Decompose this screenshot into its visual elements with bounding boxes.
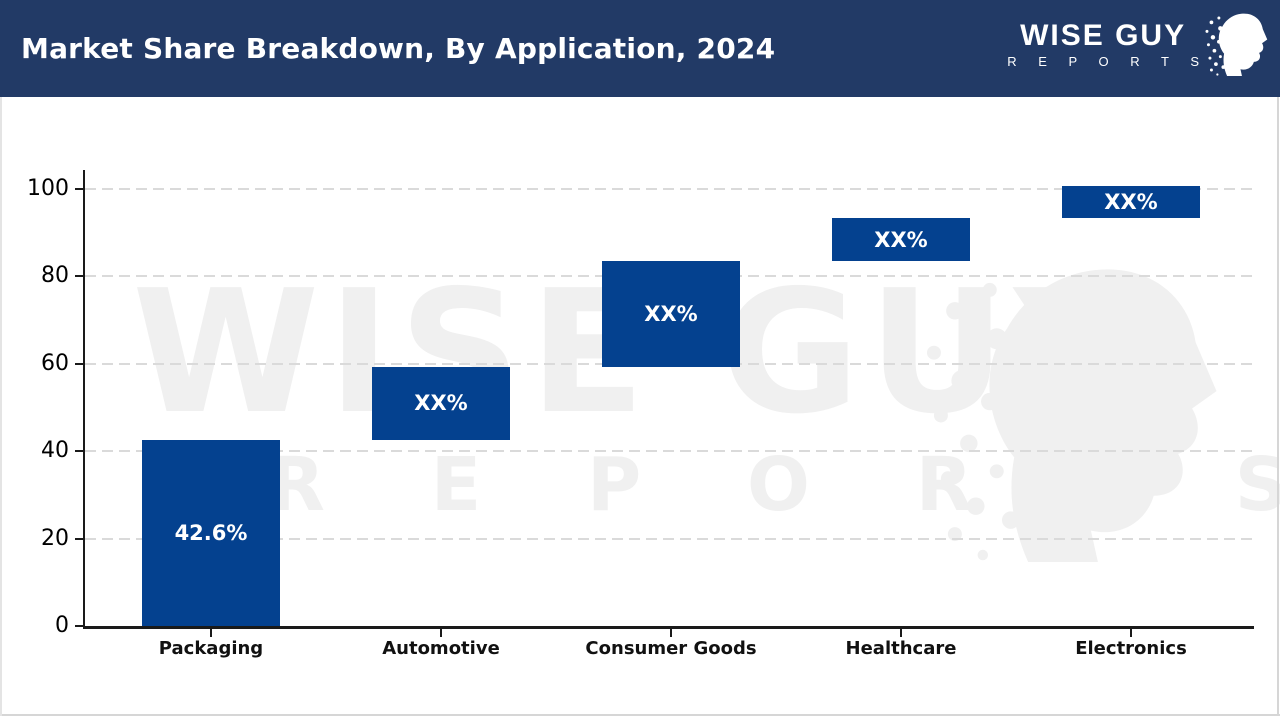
bar-value-label: XX%: [1104, 190, 1158, 215]
bar-electronics: XX%: [1062, 185, 1200, 219]
y-tick-label: 0: [55, 613, 69, 638]
logo-face-icon: [1205, 13, 1268, 76]
bar-packaging: 42.6%: [142, 439, 280, 626]
logo-subtext: R E P O R T S: [1007, 54, 1208, 69]
y-tick-label: 60: [41, 350, 69, 376]
bar-value-label: XX%: [874, 227, 928, 252]
bar-value-label: 42.6%: [174, 520, 248, 545]
page-title: Market Share Breakdown, By Application, …: [21, 32, 776, 65]
page-border-bottom: [0, 714, 1280, 716]
bar-consumer-goods: XX%: [602, 261, 740, 367]
page-border-right: [1277, 97, 1279, 716]
y-axis-tick: [75, 187, 84, 190]
x-tick-label: Automotive: [382, 638, 500, 659]
bar-value-label: XX%: [644, 302, 698, 327]
x-tick-label: Consumer Goods: [585, 638, 757, 659]
x-axis-line: [83, 626, 1254, 629]
y-axis-tick: [75, 362, 84, 365]
x-tick-label: Packaging: [158, 638, 264, 659]
wise-guy-logo: WISE GUY R E P O R T S: [998, 4, 1268, 84]
x-axis-tick: [440, 629, 442, 637]
x-axis-tick: [210, 629, 212, 637]
logo-text: WISE GUY R E P O R T S: [998, 19, 1208, 69]
bar-healthcare: XX%: [832, 218, 970, 262]
y-axis-tick: [75, 275, 84, 277]
y-tick-label: 100: [27, 175, 69, 201]
y-axis-tick: [75, 450, 84, 452]
page-border-left: [0, 97, 2, 716]
y-axis-tick: [75, 625, 84, 627]
y-axis-tick: [75, 537, 84, 540]
y-tick-label: 40: [41, 438, 69, 463]
header: Market Share Breakdown, By Application, …: [0, 0, 1280, 97]
x-tick-label: Electronics: [1075, 638, 1187, 659]
gridline-40: [85, 450, 1252, 452]
gridline-100: [85, 187, 1252, 190]
y-axis-line: [83, 170, 85, 629]
x-axis-tick: [1130, 629, 1132, 637]
gridline-20: [85, 537, 1252, 540]
x-axis-tick: [670, 629, 672, 637]
bar-value-label: XX%: [414, 391, 468, 416]
x-tick-label: Healthcare: [845, 638, 957, 659]
watermark-face-icon: [926, 269, 1217, 562]
bar-automotive: XX%: [372, 367, 510, 440]
logo-wordmark: WISE GUY: [1020, 19, 1187, 52]
y-tick-label: 20: [41, 525, 69, 551]
y-tick-label: 80: [41, 263, 69, 288]
x-axis-tick: [900, 629, 902, 637]
